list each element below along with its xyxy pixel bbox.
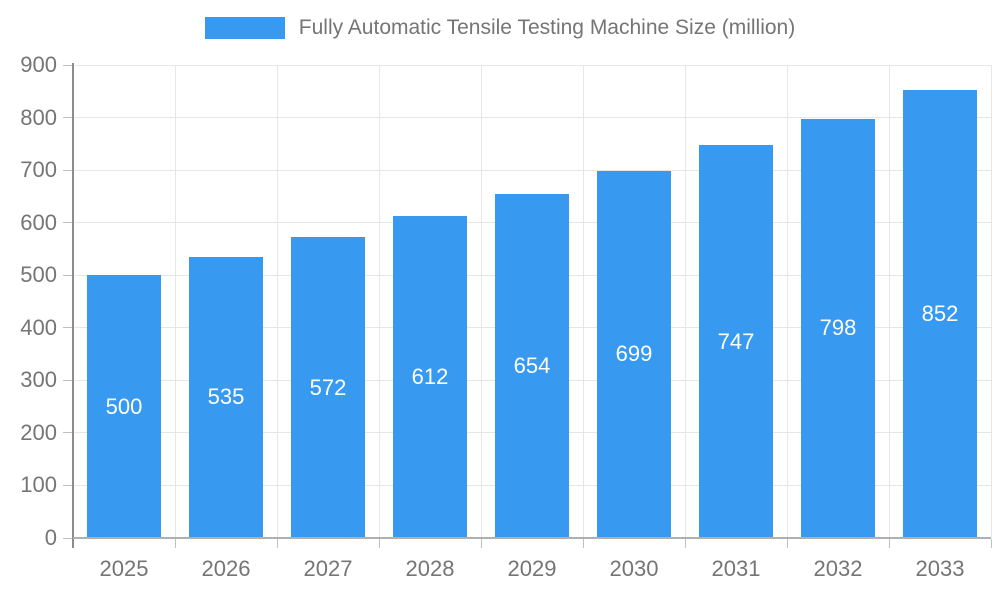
bar-value-label: 747 bbox=[717, 328, 755, 354]
bar-value-label: 500 bbox=[105, 393, 143, 419]
x-axis-tick bbox=[990, 539, 992, 548]
y-axis-tick bbox=[63, 484, 73, 486]
bar-value-label: 798 bbox=[819, 315, 857, 341]
y-axis-tick-label: 600 bbox=[20, 209, 57, 235]
y-axis-tick-label: 200 bbox=[20, 419, 57, 445]
y-axis-tick-label: 0 bbox=[44, 525, 57, 550]
y-axis-tick bbox=[63, 432, 73, 434]
x-gridline bbox=[786, 65, 788, 538]
bar-2031[interactable] bbox=[699, 145, 773, 537]
x-axis-tick-label: 2025 bbox=[99, 556, 149, 581]
y-axis-tick bbox=[63, 537, 73, 539]
legend-swatch-icon bbox=[204, 17, 285, 39]
y-axis-tick-label: 100 bbox=[20, 472, 57, 498]
x-axis-tick bbox=[888, 539, 890, 548]
bar-2028[interactable] bbox=[393, 216, 467, 537]
bar-2029[interactable] bbox=[495, 194, 569, 537]
chart-legend[interactable]: Fully Automatic Tensile Testing Machine … bbox=[0, 16, 1000, 40]
y-axis-tick bbox=[63, 169, 73, 171]
x-axis-tick-label: 2028 bbox=[405, 556, 455, 581]
x-axis-tick bbox=[378, 539, 380, 548]
y-axis-tick bbox=[63, 327, 73, 329]
y-axis-tick-label: 500 bbox=[20, 262, 57, 288]
x-axis-tick bbox=[684, 539, 686, 548]
bar-2030[interactable] bbox=[597, 170, 671, 537]
x-axis-line bbox=[73, 537, 991, 539]
bar-value-label: 654 bbox=[513, 353, 551, 379]
x-gridline bbox=[888, 65, 890, 538]
x-gridline bbox=[174, 65, 176, 538]
x-axis-tick-label: 2033 bbox=[915, 556, 965, 581]
y-gridline bbox=[73, 117, 991, 119]
y-axis-tick-label: 300 bbox=[20, 367, 57, 393]
x-axis-tick bbox=[786, 539, 788, 548]
x-axis-tick-label: 2032 bbox=[813, 556, 863, 581]
bar-2025[interactable] bbox=[87, 275, 161, 537]
x-gridline bbox=[276, 65, 278, 538]
y-axis-tick-label: 400 bbox=[20, 314, 57, 340]
x-axis-tick-label: 2031 bbox=[711, 556, 761, 581]
x-gridline bbox=[582, 65, 584, 538]
x-axis-tick bbox=[480, 539, 482, 548]
x-axis-tick-label: 2029 bbox=[507, 556, 557, 581]
legend-label: Fully Automatic Tensile Testing Machine … bbox=[298, 16, 796, 39]
x-axis-tick bbox=[582, 539, 584, 548]
x-axis-tick-label: 2030 bbox=[609, 556, 659, 581]
y-axis-tick bbox=[63, 274, 73, 276]
y-gridline bbox=[73, 64, 991, 66]
bar-value-label: 572 bbox=[309, 374, 347, 400]
bar-2026[interactable] bbox=[189, 256, 263, 537]
bar-2032[interactable] bbox=[801, 118, 875, 537]
y-axis-tick bbox=[63, 379, 73, 381]
y-axis-tick-label: 700 bbox=[20, 157, 57, 183]
bar-2033[interactable] bbox=[903, 90, 977, 537]
bar-value-label: 535 bbox=[207, 384, 245, 410]
x-axis-tick bbox=[276, 539, 278, 548]
y-axis-tick bbox=[63, 64, 73, 66]
y-axis-tick-label: 800 bbox=[20, 104, 57, 130]
y-axis-line bbox=[72, 63, 74, 548]
x-axis-tick bbox=[174, 539, 176, 548]
x-axis-tick-label: 2026 bbox=[201, 556, 251, 581]
x-gridline bbox=[378, 65, 380, 538]
x-axis-tick-label: 2027 bbox=[303, 556, 353, 581]
y-axis-tick-label: 900 bbox=[20, 52, 57, 77]
bar-value-label: 612 bbox=[411, 364, 449, 390]
x-gridline bbox=[684, 65, 686, 538]
bar-2027[interactable] bbox=[291, 237, 365, 537]
y-axis-tick bbox=[63, 117, 73, 119]
y-gridline bbox=[73, 169, 991, 171]
x-gridline bbox=[990, 65, 992, 538]
x-gridline bbox=[480, 65, 482, 538]
bar-value-label: 852 bbox=[921, 301, 959, 327]
bar-value-label: 699 bbox=[615, 341, 653, 367]
y-axis-tick bbox=[63, 222, 73, 224]
